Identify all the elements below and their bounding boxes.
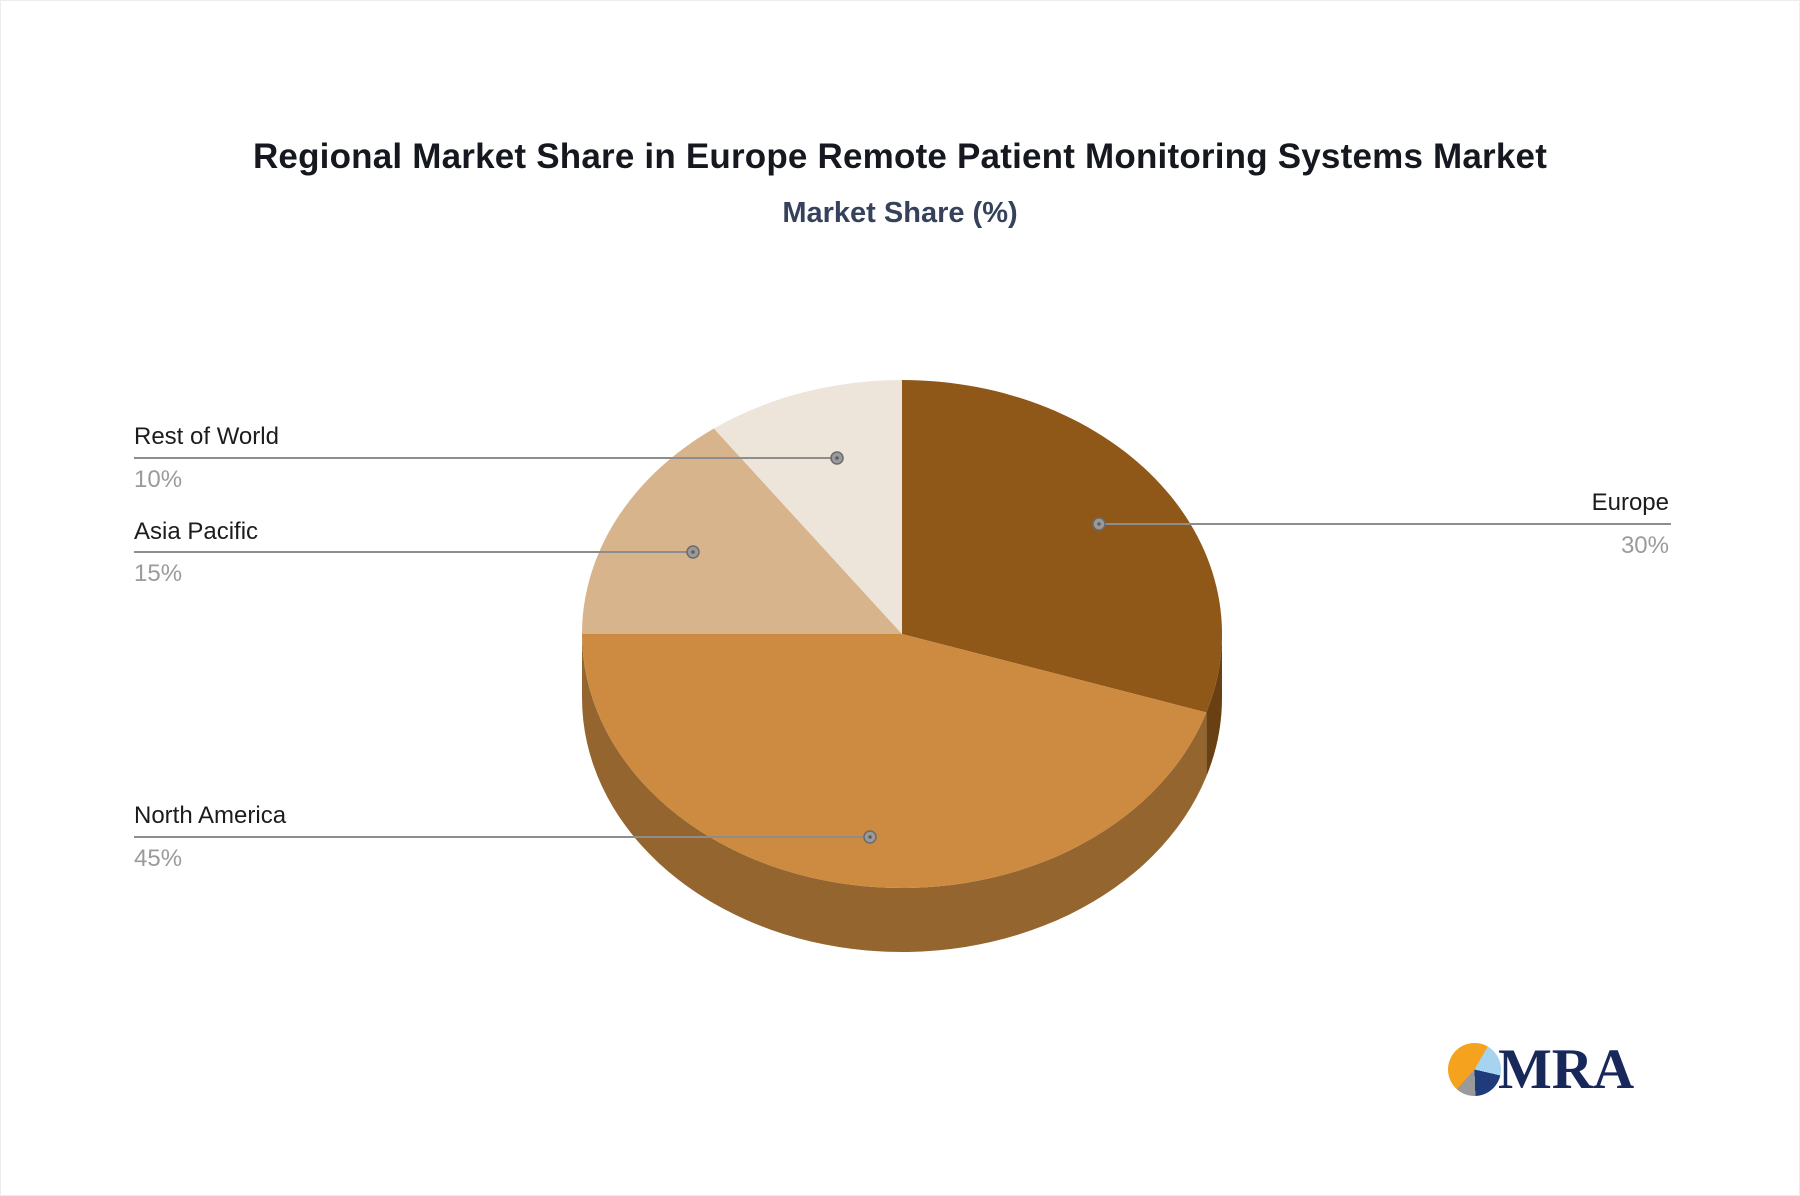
brand-logo: MRA — [1448, 1041, 1634, 1098]
callout-value-asia-pacific: 15% — [134, 560, 183, 587]
logo-text: MRA — [1498, 1038, 1635, 1101]
pie-side-north-america — [582, 634, 1207, 952]
callout-value-europe: 30% — [1620, 532, 1669, 559]
callout-dot-center-europe — [1097, 522, 1101, 526]
pie-side-europe — [1206, 634, 1222, 777]
callout-value-rest-of-world: 10% — [134, 466, 183, 493]
callout-label-europe: Europe — [1591, 489, 1669, 516]
callout-dot-center-north-america — [868, 835, 872, 839]
callout-value-north-america: 45% — [134, 845, 183, 872]
chart-title: Regional Market Share in Europe Remote P… — [252, 137, 1548, 176]
callout-dot-center-rest-of-world — [835, 456, 839, 460]
chart-subtitle: Market Share (%) — [782, 197, 1018, 229]
logo-pie-icon — [1448, 1043, 1501, 1096]
pie-slice-rest-of-world — [713, 380, 902, 634]
pie-slice-north-america — [582, 634, 1207, 889]
callout-label-north-america: North America — [134, 802, 287, 829]
callout-label-asia-pacific: Asia Pacific — [134, 518, 259, 545]
pie-slice-europe — [902, 380, 1222, 713]
pie-slice-asia-pacific — [582, 428, 902, 634]
callout-label-rest-of-world: Rest of World — [134, 423, 279, 450]
callout-dot-center-asia-pacific — [691, 550, 695, 554]
